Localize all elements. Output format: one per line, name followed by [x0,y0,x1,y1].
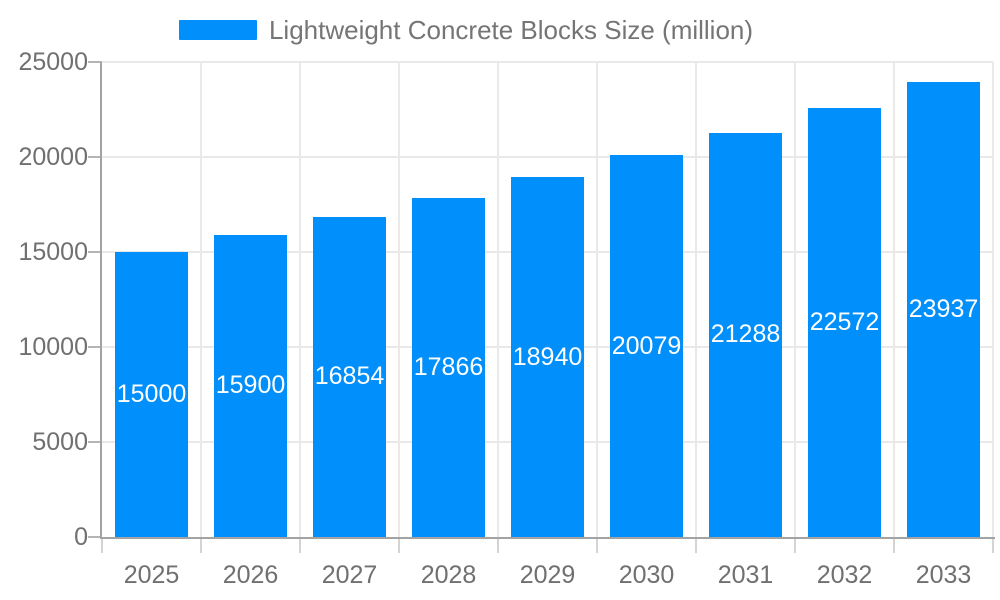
gridline-vertical [596,62,598,537]
gridline-vertical [893,62,895,537]
gridline-vertical [200,62,202,537]
legend-item[interactable]: Lightweight Concrete Blocks Size (millio… [0,10,932,50]
gridline-horizontal [102,156,993,158]
bar-value-label: 18940 [512,342,583,371]
gridline-vertical [497,62,499,537]
x-axis-label: 2033 [915,561,972,589]
y-axis-label: 10000 [18,333,88,361]
gridline-vertical [695,62,697,537]
bar-value-label: 17866 [413,352,484,381]
y-axis-label: 0 [74,523,88,551]
x-axis-line [100,537,995,539]
x-axis-label: 2029 [519,561,576,589]
x-axis-label: 2031 [717,561,774,589]
x-axis-tick [101,539,103,553]
x-axis-label: 2032 [816,561,873,589]
bar[interactable]: 22572 [808,108,881,537]
bar[interactable]: 18940 [511,177,584,537]
y-axis-tick [88,61,102,63]
y-axis-tick [88,441,102,443]
x-axis-label: 2028 [420,561,477,589]
y-axis-tick [88,251,102,253]
y-axis-label: 15000 [18,238,88,266]
gridline-horizontal [102,61,993,63]
y-axis-label: 20000 [18,143,88,171]
bar-value-label: 15000 [116,380,187,408]
gridline-vertical [299,62,301,537]
bar[interactable]: 20079 [610,155,683,537]
y-axis-line [100,62,102,539]
x-axis-label: 2027 [321,561,378,589]
bar-value-label: 22572 [809,308,880,337]
bar[interactable]: 15900 [214,234,287,537]
x-axis-label: 2026 [222,561,279,589]
x-axis-tick [695,539,697,553]
bar[interactable]: 17866 [412,197,485,537]
y-axis-tick [88,536,102,538]
x-axis-tick [299,539,301,553]
y-axis-label: 25000 [18,48,88,76]
bar-value-label: 16854 [314,362,385,391]
legend-label: Lightweight Concrete Blocks Size (millio… [268,15,754,45]
y-axis-tick [88,156,102,158]
y-axis-label: 5000 [32,428,88,456]
x-axis-tick [596,539,598,553]
bar-value-label: 23937 [908,295,979,324]
gridline-vertical [992,62,994,537]
bar-value-label: 15900 [215,371,286,400]
x-axis-tick [200,539,202,553]
bar[interactable]: 15000 [115,252,188,537]
bar[interactable]: 23937 [907,82,980,537]
gridline-vertical [398,62,400,537]
gridline-vertical [794,62,796,537]
bar[interactable]: 16854 [313,216,386,537]
x-axis-tick [497,539,499,553]
legend-swatch-icon [178,20,257,40]
x-axis-tick [893,539,895,553]
bar-value-label: 21288 [710,320,781,349]
bar-value-label: 20079 [611,331,682,360]
x-axis-tick [992,539,994,553]
y-axis-tick [88,346,102,348]
x-axis-tick [794,539,796,553]
x-axis-tick [398,539,400,553]
x-axis-label: 2025 [123,561,180,589]
x-axis-label: 2030 [618,561,675,589]
bar[interactable]: 21288 [709,132,782,537]
